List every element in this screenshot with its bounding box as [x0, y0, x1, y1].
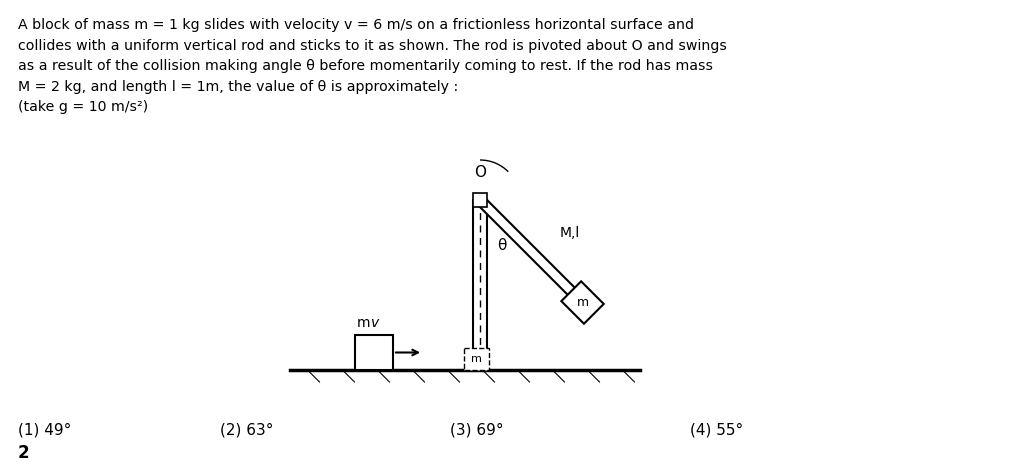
Text: (2) 63°: (2) 63° [220, 423, 273, 438]
Text: v: v [371, 316, 379, 330]
Text: M,l: M,l [559, 226, 580, 240]
Text: O: O [474, 165, 486, 180]
Polygon shape [561, 281, 604, 324]
Text: m: m [357, 316, 371, 330]
Bar [464, 348, 489, 370]
Text: (1) 49°: (1) 49° [18, 423, 72, 438]
Text: A block of mass m = 1 kg slides with velocity v = 6 m/s on a frictionless horizo: A block of mass m = 1 kg slides with vel… [18, 18, 727, 114]
Bar [355, 335, 393, 370]
Polygon shape [476, 197, 586, 306]
Text: (3) 69°: (3) 69° [450, 423, 504, 438]
Text: 2: 2 [18, 444, 30, 462]
Text: θ: θ [498, 238, 507, 252]
Bar [473, 193, 487, 207]
Text: m: m [471, 354, 482, 364]
Text: (4) 55°: (4) 55° [690, 423, 743, 438]
Text: m: m [577, 296, 589, 309]
